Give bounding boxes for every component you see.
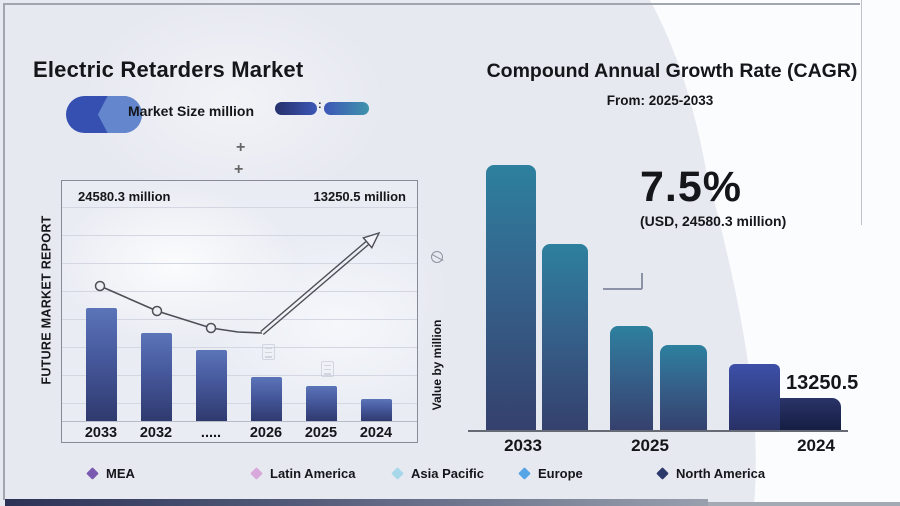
bottom-accent-strip-right [708, 502, 900, 506]
legend-item-north-america: North America [656, 466, 766, 481]
plus-mark-icon: + [234, 161, 244, 178]
year-label: ..... [200, 425, 222, 441]
cagr-title: Compound Annual Growth Rate (CAGR) [486, 60, 858, 82]
gridline [62, 403, 417, 404]
future-market-report-watermark: FUTURE MARKET REPORT [39, 215, 54, 385]
legend-item-europe: Europe [518, 466, 583, 481]
cagr-value: 7.5% [640, 163, 743, 211]
gridline [62, 263, 417, 264]
year-label: 2033 [504, 436, 542, 455]
cagr-bar-2024-primary [729, 364, 780, 431]
legend-label: Asia Pacific [411, 466, 484, 481]
market-bar-2024 [360, 399, 392, 421]
diamond-icon [656, 467, 669, 480]
year-label: 2026 [249, 425, 283, 441]
legend-label: Europe [538, 466, 583, 481]
page-title: Electric Retarders Market [33, 57, 304, 82]
legend-label: MEA [106, 466, 135, 481]
legend-item-mea: MEA [86, 466, 135, 481]
gridline [62, 235, 417, 236]
market-bar-2033 [85, 308, 117, 421]
year-label: 2024 [797, 436, 835, 455]
legend-label: Latin America [270, 466, 356, 481]
gradient-pill-icon-right [324, 102, 369, 115]
market-bar-2032 [140, 333, 172, 421]
chart-end-value: 13250.5 million [313, 189, 407, 204]
year-label: 2025 [631, 436, 669, 455]
frame-right-border [861, 0, 862, 225]
logo-facet-shape [97, 96, 142, 133]
legend-item-asia-pacific: Asia Pacific [391, 466, 484, 481]
market-bar-2026 [250, 377, 282, 421]
diamond-icon [391, 467, 404, 480]
diamond-icon [250, 467, 263, 480]
gridline [62, 207, 417, 208]
year-label: 2024 [359, 425, 393, 441]
cagr-bar-2033-secondary [542, 244, 588, 431]
legend-label: North America [676, 466, 766, 481]
clipboard-watermark-icon [321, 361, 334, 377]
market-bar-2025 [305, 386, 337, 421]
x-axis-line [62, 421, 417, 422]
market-bar-..... [195, 350, 227, 421]
gridline [62, 375, 417, 376]
gradient-pill-icon-left [275, 102, 317, 115]
gridline [62, 347, 417, 348]
end-value-label: 13250.5 [786, 372, 859, 394]
market-logo-icon [66, 96, 142, 133]
pill-separator: : [318, 99, 322, 111]
bottom-accent-strip [5, 499, 708, 506]
cagr-subtitle: From: 2025-2033 [606, 93, 714, 108]
legend-item-latin-america: Latin America [250, 466, 356, 481]
bracket-line [603, 288, 642, 290]
year-label: 2032 [139, 425, 173, 441]
year-label: 2025 [304, 425, 338, 441]
gridline [62, 291, 417, 292]
plus-mark-icon: + [236, 139, 246, 156]
y-axis-label: Value by million [430, 319, 444, 411]
cagr-bar-2024-secondary [780, 398, 841, 431]
bracket-line [641, 273, 643, 289]
cagr-axis-line [468, 430, 848, 432]
cagr-bar-2025-primary [610, 326, 653, 431]
chart-start-value: 24580.3 million [78, 189, 171, 204]
series-label: Market Size million [128, 103, 255, 119]
frame-left-border [3, 3, 5, 500]
circle-slash-icon [431, 251, 444, 263]
diamond-icon [86, 467, 99, 480]
cagr-detail: (USD, 24580.3 million) [640, 213, 787, 229]
diamond-icon [518, 467, 531, 480]
cagr-bar-2033-primary [486, 165, 536, 431]
cagr-bar-2025-secondary [660, 345, 707, 431]
year-label: 2033 [84, 425, 118, 441]
frame-top-border [3, 3, 860, 5]
clipboard-watermark-icon [262, 344, 275, 360]
